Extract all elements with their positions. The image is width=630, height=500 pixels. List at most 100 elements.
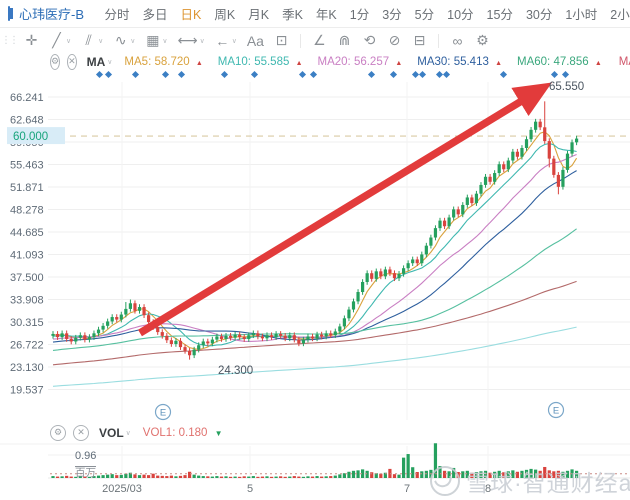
- tab-日K[interactable]: 日K: [180, 8, 202, 22]
- svg-text:7: 7: [404, 483, 410, 495]
- price-annotation: 24.300: [218, 365, 253, 377]
- svg-text:51.871: 51.871: [10, 182, 44, 194]
- svg-text:44.685: 44.685: [10, 227, 44, 239]
- trash-icon[interactable]: ⊟: [413, 32, 426, 48]
- measure-icon[interactable]: ⟷ ∨: [177, 32, 205, 48]
- ma60-line: [52, 228, 577, 351]
- volume-axis-labels: 0.96 百万: [75, 450, 96, 479]
- triangle-up-icon: ▲: [195, 59, 203, 67]
- svg-text:E: E: [160, 407, 166, 418]
- settings-icon[interactable]: ⚙: [476, 32, 489, 48]
- cycle-icon[interactable]: ⟲: [363, 32, 376, 48]
- chevron-down-icon[interactable]: ∨: [199, 37, 205, 45]
- move-icon[interactable]: ✛: [25, 32, 38, 48]
- period-tabbar: 心玮医疗-B 分时 多日 日K 周K 月K 季K 年K 1分 3分 5分 10分 15分 30分 1小时 2…: [0, 0, 630, 28]
- tab-月K[interactable]: 月K: [248, 8, 270, 22]
- magnet-icon[interactable]: ⋒: [338, 32, 351, 48]
- chevron-down-icon[interactable]: ∨: [107, 58, 113, 66]
- event-diamond-icon[interactable]: [367, 70, 376, 79]
- x-axis-labels: 2025/03 5 7 8: [102, 483, 491, 495]
- chevron-down-icon[interactable]: ∨: [98, 37, 104, 45]
- y-axis-labels: 66.24162.64859.05655.46351.87148.27844.6…: [10, 92, 44, 396]
- toolbar-grip-icon[interactable]: ⋮⋮: [1, 35, 19, 46]
- svg-text:62.648: 62.648: [10, 114, 44, 126]
- chevron-down-icon[interactable]: ∨: [231, 37, 237, 45]
- ma-indicator-row: ⚙ ✕ MA ∨ MA5: 58.720 ▲ MA10: 55.585 ▲ MA20…: [0, 53, 630, 70]
- angle-icon[interactable]: ∠: [313, 32, 326, 48]
- event-diamond-icon[interactable]: [418, 70, 427, 79]
- event-diamond-icon[interactable]: [550, 70, 559, 79]
- trend-arrow-annotation[interactable]: [138, 82, 552, 337]
- event-diamond-icon[interactable]: [250, 70, 259, 79]
- svg-text:5: 5: [247, 483, 253, 495]
- event-diamond-icon[interactable]: [561, 70, 570, 79]
- triangle-up-icon: ▲: [295, 59, 303, 67]
- ma20-line: [52, 153, 577, 342]
- event-diamond-icon[interactable]: [389, 70, 398, 79]
- tab-1分[interactable]: 1分: [349, 8, 370, 22]
- candlestick-chart: 66.24162.64859.05655.46351.87148.27844.6…: [0, 81, 630, 495]
- svg-text:8: 8: [485, 483, 491, 495]
- hide-icon[interactable]: ⊘: [388, 32, 401, 48]
- channel-icon[interactable]: ⫽ ∨: [85, 32, 104, 48]
- comment-icon[interactable]: ⊡: [275, 32, 288, 48]
- ma-label[interactable]: MA: [86, 54, 106, 69]
- announcement-e-marker[interactable]: E: [154, 403, 172, 421]
- chevron-down-icon[interactable]: ∨: [66, 37, 72, 45]
- event-diamond-icon[interactable]: [177, 70, 186, 79]
- text-icon[interactable]: Aa: [246, 32, 264, 49]
- vol-close-icon[interactable]: ✕: [73, 424, 89, 441]
- ma120-line: [52, 280, 577, 366]
- ma-legend-MA20: MA20: 56.257 ▲: [317, 55, 403, 68]
- tab-周K[interactable]: 周K: [214, 8, 236, 22]
- panel-toggle-icon[interactable]: [8, 6, 13, 21]
- triangle-up-icon: ▲: [395, 59, 403, 67]
- announcement-e-marker[interactable]: E: [547, 401, 565, 419]
- stock-symbol[interactable]: 心玮医疗-B: [19, 7, 85, 22]
- event-diamond-icon[interactable]: [161, 70, 170, 79]
- ma-legend-MA10: MA10: 55.585 ▲: [217, 55, 303, 68]
- vol-settings-icon[interactable]: ⚙: [50, 424, 66, 441]
- trend-line-icon[interactable]: ╱ ∨: [52, 32, 72, 48]
- event-diamond-icon[interactable]: [499, 70, 508, 79]
- pattern-icon[interactable]: ▦ ∨: [146, 32, 168, 48]
- chevron-down-icon[interactable]: ∨: [162, 37, 168, 45]
- tab-15分[interactable]: 15分: [486, 8, 513, 22]
- volume-indicator-row: ⚙ ✕ VOL ∨ VOL1: 0.180 ▼: [0, 424, 630, 441]
- tab-1小时[interactable]: 1小时: [565, 8, 598, 22]
- wave-icon[interactable]: ∿ ∨: [114, 32, 136, 48]
- tab-年K[interactable]: 年K: [315, 8, 337, 22]
- svg-text:0.96: 0.96: [75, 450, 96, 462]
- arrow-draw-icon[interactable]: ← ∨: [215, 32, 237, 49]
- chevron-down-icon[interactable]: ∨: [125, 429, 131, 437]
- ma-legend-MA5: MA5: 58.720 ▲: [124, 55, 203, 68]
- tab-5分[interactable]: 5分: [414, 8, 435, 22]
- tab-10分[interactable]: 10分: [447, 8, 474, 22]
- event-diamond-icon[interactable]: [309, 70, 318, 79]
- chevron-down-icon[interactable]: ∨: [130, 37, 136, 45]
- event-diamond-icon[interactable]: [298, 70, 307, 79]
- event-diamond-icon[interactable]: [104, 70, 113, 79]
- tab-季K[interactable]: 季K: [282, 8, 303, 22]
- tab-2小时[interactable]: 2小时: [610, 8, 630, 22]
- tab-3分[interactable]: 3分: [382, 8, 402, 22]
- ma-close-icon[interactable]: ✕: [67, 53, 77, 70]
- price-alert-chip: 60.000: [7, 127, 65, 145]
- tab-分时[interactable]: 分时: [104, 8, 130, 22]
- event-diamond-icon[interactable]: [95, 70, 104, 79]
- ma30-line: [52, 170, 577, 343]
- vol-label[interactable]: VOL: [99, 425, 124, 440]
- event-diamond-icon[interactable]: [220, 70, 229, 79]
- triangle-up-icon: ▲: [495, 59, 503, 67]
- drawing-toolbar: ⋮⋮ ✛ ╱ ∨ ⫽ ∨ ∿ ∨ ▦ ∨ ⟷ ∨ ← ∨ Aa ⊡ ∠ ⋒ ⟲ ⊘ ⊟ ∞ ⚙: [0, 28, 630, 53]
- compare-icon[interactable]: ∞: [452, 32, 463, 49]
- tab-多日[interactable]: 多日: [142, 8, 168, 22]
- svg-text:66.241: 66.241: [10, 92, 44, 104]
- ma-settings-icon[interactable]: ⚙: [50, 53, 61, 70]
- event-diamond-icon[interactable]: [131, 70, 140, 79]
- svg-text:41.093: 41.093: [10, 249, 44, 261]
- vol1-value: VOL1: 0.180 ▼: [142, 426, 223, 439]
- tab-30分[interactable]: 30分: [525, 8, 553, 22]
- svg-text:19.537: 19.537: [10, 384, 44, 396]
- event-diamond-icon[interactable]: [442, 70, 451, 79]
